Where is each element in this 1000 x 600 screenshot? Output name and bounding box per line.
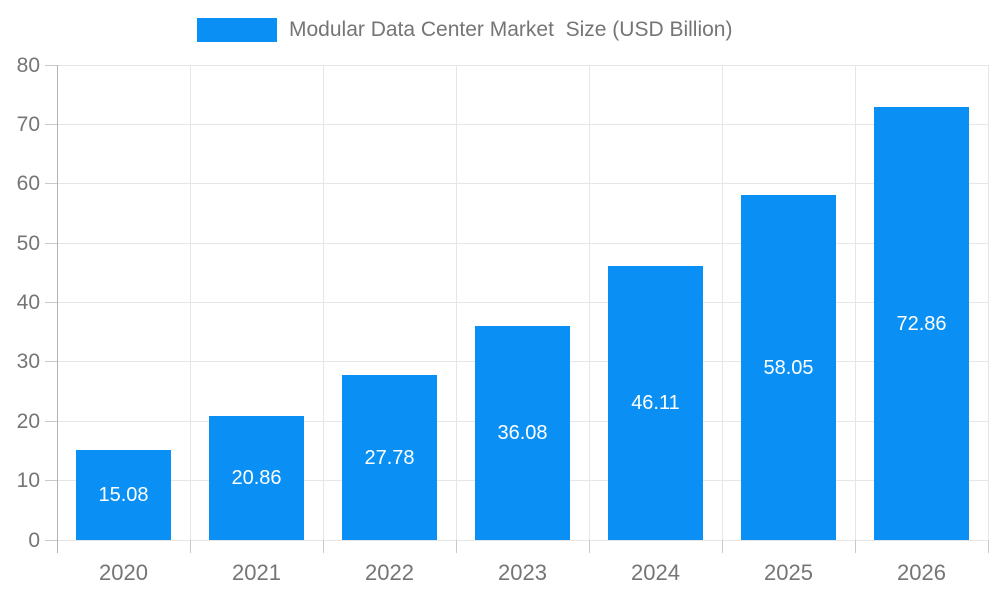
y-tick-label: 60 bbox=[16, 172, 40, 196]
gridline-horizontal bbox=[57, 302, 988, 303]
y-tick-label: 50 bbox=[16, 231, 40, 255]
y-axis-tick bbox=[45, 361, 57, 363]
bar-value-label: 15.08 bbox=[98, 484, 149, 507]
x-tick-label: 2025 bbox=[764, 560, 813, 585]
y-axis-tick bbox=[45, 123, 57, 125]
legend-label: Modular Data Center Market Size (USD Bil… bbox=[289, 18, 733, 41]
gridline-horizontal bbox=[57, 183, 988, 185]
x-tick-label: 2021 bbox=[232, 560, 281, 585]
bar bbox=[75, 450, 172, 540]
bar bbox=[607, 266, 704, 540]
x-tick-label: 2024 bbox=[631, 560, 680, 585]
y-tick-label: 80 bbox=[16, 53, 40, 77]
gridline-horizontal bbox=[57, 64, 988, 66]
x-tick-label: 2023 bbox=[498, 560, 547, 585]
x-axis-tick bbox=[854, 540, 856, 553]
legend: Modular Data Center Market Size (USD Bil… bbox=[197, 18, 732, 42]
y-axis-tick bbox=[45, 302, 57, 303]
x-axis-tick bbox=[322, 540, 324, 553]
y-axis-line bbox=[56, 65, 58, 553]
gridline-horizontal bbox=[57, 242, 988, 244]
x-axis-tick bbox=[588, 540, 590, 553]
gridline-horizontal bbox=[57, 539, 988, 541]
y-axis-tick bbox=[45, 64, 57, 66]
gridline-vertical bbox=[455, 65, 457, 540]
y-axis-tick bbox=[45, 242, 57, 244]
bar-value-label: 46.11 bbox=[631, 392, 680, 415]
gridline-horizontal bbox=[57, 123, 988, 125]
bar-value-label: 36.08 bbox=[497, 421, 548, 444]
x-tick-label: 2026 bbox=[897, 560, 946, 585]
gridline-vertical bbox=[189, 65, 191, 540]
y-tick-label: 30 bbox=[16, 350, 40, 374]
bar-value-label: 27.78 bbox=[364, 446, 415, 469]
y-axis-tick bbox=[45, 183, 57, 185]
y-tick-label: 20 bbox=[16, 409, 40, 433]
y-axis-tick bbox=[45, 420, 57, 422]
y-tick-label: 10 bbox=[16, 469, 40, 493]
bar bbox=[341, 375, 438, 540]
x-axis-tick bbox=[455, 540, 457, 553]
bar-value-label: 72.86 bbox=[896, 312, 947, 335]
legend-swatch bbox=[197, 18, 277, 42]
y-axis-tick bbox=[45, 480, 57, 482]
gridline-vertical bbox=[854, 65, 856, 540]
gridline-vertical bbox=[987, 65, 989, 540]
gridline-vertical bbox=[322, 65, 324, 540]
y-axis-tick bbox=[45, 539, 57, 541]
bar bbox=[873, 107, 970, 540]
bar-value-label: 20.86 bbox=[231, 467, 282, 490]
x-tick-label: 2020 bbox=[99, 560, 148, 585]
x-axis-tick bbox=[189, 540, 191, 553]
x-axis-tick bbox=[721, 540, 723, 553]
gridline-vertical bbox=[721, 65, 723, 540]
bar bbox=[208, 416, 305, 540]
bar bbox=[740, 195, 837, 540]
x-tick-label: 2022 bbox=[365, 560, 414, 585]
x-axis-tick bbox=[987, 540, 989, 553]
bar-value-label: 58.05 bbox=[763, 356, 814, 379]
y-tick-label: 70 bbox=[16, 112, 40, 136]
gridline-vertical bbox=[588, 65, 590, 540]
y-tick-label: 0 bbox=[28, 528, 40, 552]
bar bbox=[474, 325, 571, 540]
y-tick-label: 40 bbox=[16, 291, 40, 314]
